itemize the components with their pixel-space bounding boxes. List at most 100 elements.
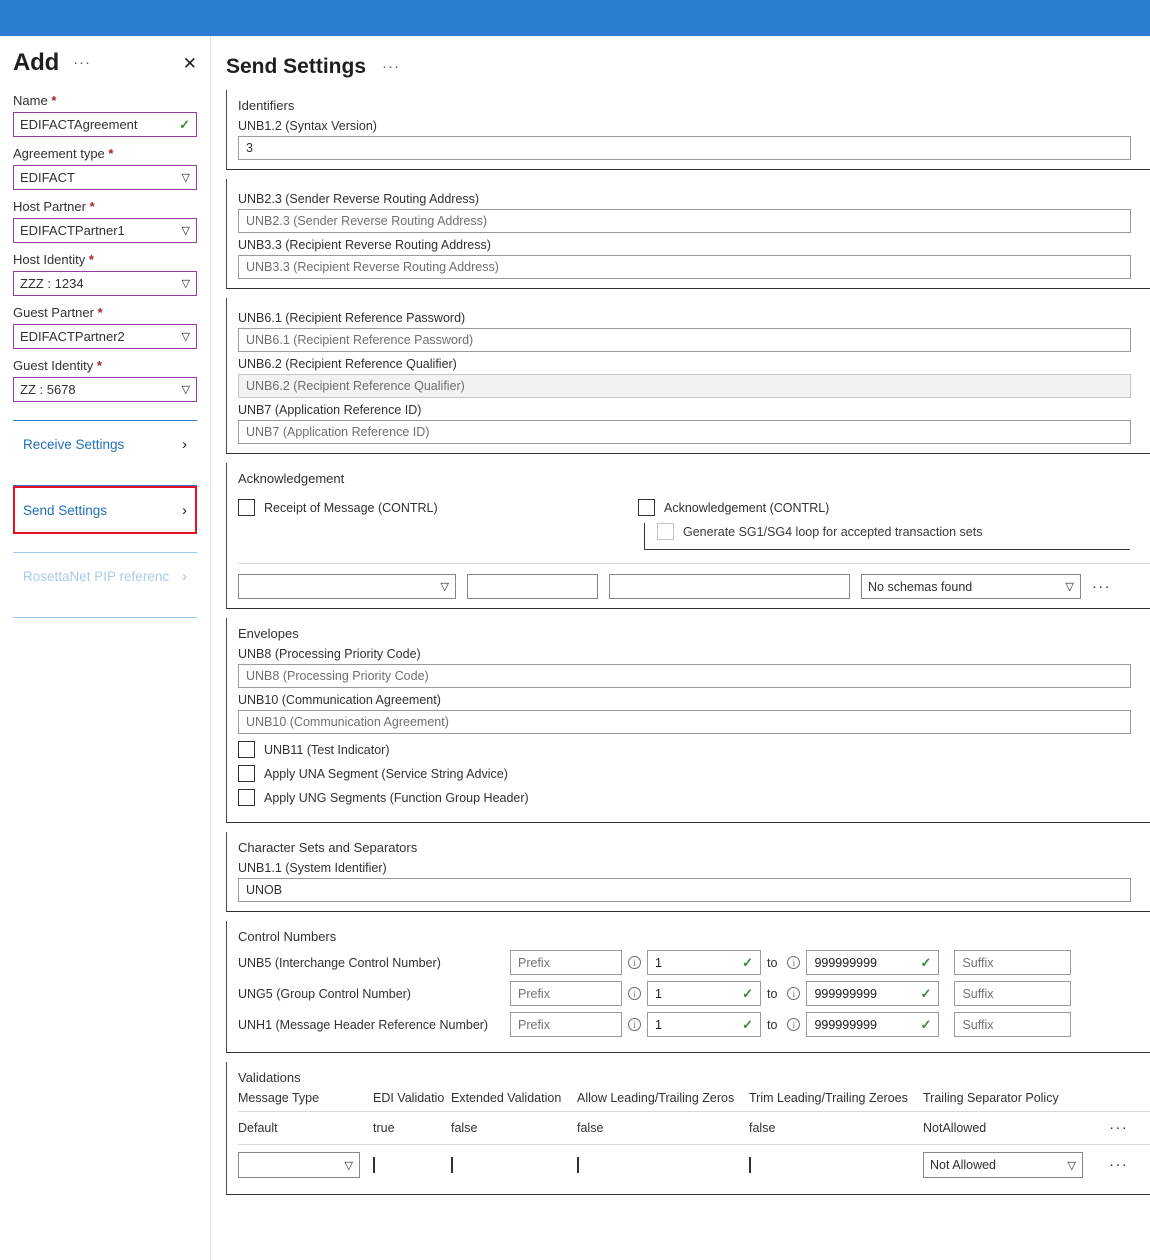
apply-ung-segments-checkbox[interactable] [238,789,255,806]
host-partner-value: EDIFACTPartner1 [20,223,125,238]
unb8-processing-priority-code-input[interactable]: UNB8 (Processing Priority Code) [238,664,1131,688]
panel-more-icon[interactable]: ··· [382,58,401,75]
apply-una-segment-checkbox[interactable] [238,765,255,782]
ung5-from-input[interactable]: 1 ✓ [647,981,761,1006]
unb5-suffix-input[interactable]: Suffix [954,950,1072,975]
info-icon[interactable]: i [628,987,641,1000]
unb23-sender-reverse-routing-input[interactable]: UNB2.3 (Sender Reverse Routing Address) [238,209,1131,233]
to-label: to [767,1017,778,1032]
apply-una-segment-row[interactable]: Apply UNA Segment (Service String Advice… [238,765,1150,782]
column-header-extended-validation: Extended Validation [451,1091,562,1105]
ack-schema-select[interactable]: No schemas found ▽ [861,574,1081,599]
unh1-to-input[interactable]: 999999999 ✓ [806,1012,940,1037]
close-icon[interactable]: ✕ [182,53,197,73]
sidebar-item-receive-settings[interactable]: Receive Settings › [13,421,197,467]
unb5-prefix-input[interactable]: Prefix [510,950,622,975]
info-icon[interactable]: i [787,956,801,969]
field-agreement-type: Agreement type * EDIFACT ▽ [13,146,197,190]
unb10-communication-agreement-input[interactable]: UNB10 (Communication Agreement) [238,710,1131,734]
field-name-label: Name * [13,93,57,108]
unb5-suffix-placeholder: Suffix [962,955,994,970]
unb61-recipient-reference-password-input[interactable]: UNB6.1 (Recipient Reference Password) [238,328,1131,352]
ack-text-field-1[interactable] [467,574,598,599]
to-label: to [767,955,778,970]
chevron-down-icon: ▽ [181,384,190,396]
unb7-application-reference-id-input[interactable]: UNB7 (Application Reference ID) [238,420,1131,444]
blade-more-icon[interactable]: ··· [73,54,92,71]
chevron-down-icon: ▽ [440,581,449,593]
valid-check-icon: ✓ [742,954,753,970]
field-host-identity: Host Identity * ZZZ : 1234 ▽ [13,252,197,296]
guest-partner-select[interactable]: EDIFACTPartner2 ▽ [13,324,197,349]
host-partner-select[interactable]: EDIFACTPartner1 ▽ [13,218,197,243]
host-identity-value: ZZZ : 1234 [20,276,84,291]
info-icon[interactable]: i [787,987,801,1000]
unb11-test-indicator-row[interactable]: UNB11 (Test Indicator) [238,741,1150,758]
column-header-edi-validation: EDI Validatio [373,1091,445,1105]
editor-message-type-select[interactable]: ▽ [238,1152,360,1178]
unh1-from-input[interactable]: 1 ✓ [647,1012,761,1037]
row-more-icon[interactable]: ··· [1109,1119,1128,1136]
section-title: Acknowledgement [238,471,345,486]
field-guest-partner: Guest Partner * EDIFACTPartner2 ▽ [13,305,197,349]
unb61-placeholder: UNB6.1 (Recipient Reference Password) [246,333,474,347]
cell-trailing-policy: NotAllowed [923,1121,987,1135]
ack-row-more-icon[interactable]: ··· [1092,577,1111,595]
unh1-suffix-input[interactable]: Suffix [954,1012,1072,1037]
control-number-name: UNG5 (Group Control Number) [238,986,411,1001]
cell-trim-zeros: false [749,1121,776,1135]
unb62-recipient-reference-qualifier-input[interactable]: UNB6.2 (Recipient Reference Qualifier) [238,374,1131,398]
editor-extended-validation-checkbox[interactable] [451,1157,453,1173]
receipt-of-message-checkbox[interactable] [238,499,255,516]
required-marker: * [97,305,103,320]
ack-text-field-2[interactable] [609,574,850,599]
unh1-to-value: 999999999 [814,1017,878,1032]
guest-identity-select[interactable]: ZZ : 5678 ▽ [13,377,197,402]
sidebar-item-send-settings[interactable]: Send Settings › [13,486,197,534]
editor-edi-validation-checkbox[interactable] [373,1157,375,1173]
info-icon[interactable]: i [628,1018,641,1031]
acknowledgement-contrl-row[interactable]: Acknowledgement (CONTRL) [638,499,1150,516]
name-input[interactable]: EDIFACTAgreement ✓ [13,112,197,137]
section-identifiers: Identifiers UNB1.2 (Syntax Version) 3 [226,90,1150,170]
editor-trim-zeros-checkbox[interactable] [749,1157,751,1173]
chevron-down-icon: ▽ [181,172,190,184]
unb11-system-identifier-input[interactable]: UNOB [238,878,1131,902]
unb12-syntax-version-input[interactable]: 3 [238,136,1131,160]
unb5-to-input[interactable]: 999999999 ✓ [806,950,940,975]
name-input-value: EDIFACTAgreement [20,117,138,132]
unb10-label: UNB10 (Communication Agreement) [238,693,441,707]
unb5-from-input[interactable]: 1 ✓ [647,950,761,975]
apply-ung-segments-row[interactable]: Apply UNG Segments (Function Group Heade… [238,789,1150,806]
add-agreement-blade: Add ··· ✕ Name * EDIFACTAgreement ✓ Agre… [0,36,211,1260]
editor-row-more-icon[interactable]: ··· [1109,1156,1128,1173]
receipt-of-message-label: Receipt of Message (CONTRL) [264,500,438,515]
column-header-trailing-separator-policy: Trailing Separator Policy [923,1091,1059,1105]
acknowledgement-left-column: Receipt of Message (CONTRL) [238,492,638,550]
unb62-placeholder: UNB6.2 (Recipient Reference Qualifier) [246,379,465,393]
valid-check-icon: ✓ [920,985,932,1001]
ack-type-select[interactable]: ▽ [238,574,456,599]
unb11-test-indicator-checkbox[interactable] [238,741,255,758]
unb11-system-identifier-label: UNB1.1 (System Identifier) [238,861,387,875]
column-header-allow-leading-trailing-zeros: Allow Leading/Trailing Zeros [577,1091,735,1105]
unb33-recipient-reverse-routing-input[interactable]: UNB3.3 (Recipient Reverse Routing Addres… [238,255,1131,279]
field-host-partner-label: Host Partner * [13,199,95,214]
section-control-numbers: Control Numbers UNB5 (Interchange Contro… [226,921,1150,1053]
ung5-prefix-input[interactable]: Prefix [510,981,622,1006]
ung5-suffix-input[interactable]: Suffix [954,981,1072,1006]
field-host-identity-label: Host Identity * [13,252,94,267]
cell-extended-validation: false [451,1121,478,1135]
ung5-to-input[interactable]: 999999999 ✓ [806,981,940,1006]
editor-allow-zeros-checkbox[interactable] [577,1157,579,1173]
unh1-prefix-input[interactable]: Prefix [510,1012,622,1037]
info-icon[interactable]: i [787,1018,801,1031]
host-identity-select[interactable]: ZZZ : 1234 ▽ [13,271,197,296]
receipt-of-message-row[interactable]: Receipt of Message (CONTRL) [238,499,638,516]
editor-trailing-policy-select[interactable]: Not Allowed ▽ [923,1152,1083,1178]
agreement-type-select[interactable]: EDIFACT ▽ [13,165,197,190]
to-label: to [767,986,778,1001]
section-validations: Validations Message Type EDI Validatio E… [226,1062,1150,1195]
acknowledgement-contrl-checkbox[interactable] [638,499,655,516]
info-icon[interactable]: i [628,956,641,969]
